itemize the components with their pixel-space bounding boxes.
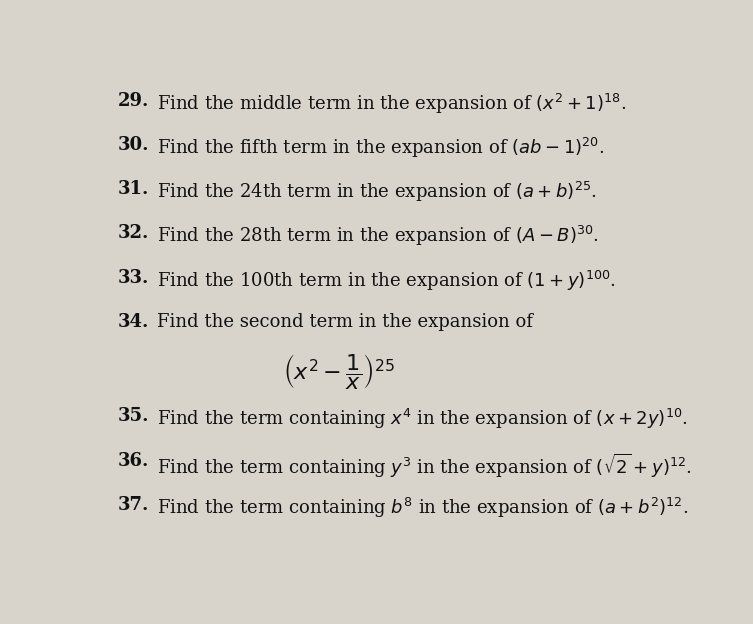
Text: 34.: 34. <box>117 313 149 331</box>
Text: 30.: 30. <box>117 136 149 154</box>
Text: 37.: 37. <box>117 496 149 514</box>
Text: 32.: 32. <box>117 224 149 242</box>
Text: Find the 28th term in the expansion of $(A - B)^{30}$.: Find the 28th term in the expansion of $… <box>157 224 599 248</box>
Text: Find the middle term in the expansion of $(x^2 + 1)^{18}$.: Find the middle term in the expansion of… <box>157 92 626 116</box>
Text: 35.: 35. <box>117 407 149 426</box>
Text: Find the term containing $y^3$ in the expansion of $(\sqrt{2} + y)^{12}$.: Find the term containing $y^3$ in the ex… <box>157 452 692 480</box>
Text: Find the fifth term in the expansion of $(ab - 1)^{20}$.: Find the fifth term in the expansion of … <box>157 136 605 160</box>
Text: Find the term containing $x^4$ in the expansion of $(x + 2y)^{10}$.: Find the term containing $x^4$ in the ex… <box>157 407 687 431</box>
Text: $\left(x^2 - \dfrac{1}{x}\right)^{25}$: $\left(x^2 - \dfrac{1}{x}\right)^{25}$ <box>283 352 395 391</box>
Text: Find the 100th term in the expansion of $(1 + y)^{100}$.: Find the 100th term in the expansion of … <box>157 268 616 293</box>
Text: 31.: 31. <box>117 180 149 198</box>
Text: 29.: 29. <box>117 92 149 110</box>
Text: Find the 24th term in the expansion of $(a + b)^{25}$.: Find the 24th term in the expansion of $… <box>157 180 597 204</box>
Text: Find the term containing $b^8$ in the expansion of $(a + b^2)^{12}$.: Find the term containing $b^8$ in the ex… <box>157 496 689 520</box>
Text: 33.: 33. <box>117 268 149 286</box>
Text: Find the second term in the expansion of: Find the second term in the expansion of <box>157 313 533 331</box>
Text: 36.: 36. <box>117 452 149 470</box>
